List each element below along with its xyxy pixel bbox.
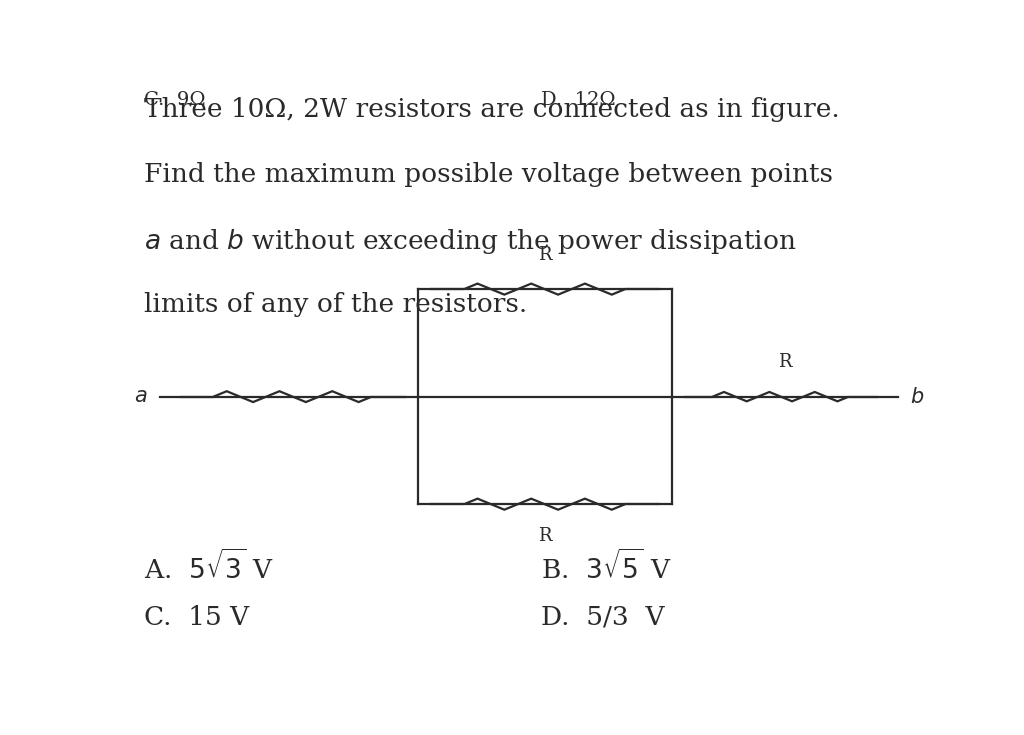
Text: R: R	[538, 245, 551, 264]
Text: $a$: $a$	[134, 387, 147, 406]
Text: R: R	[538, 527, 551, 545]
Text: A.  $5\sqrt{3}$ V: A. $5\sqrt{3}$ V	[143, 549, 274, 584]
Text: C.  9Ω: C. 9Ω	[143, 91, 206, 109]
Text: $b$: $b$	[909, 387, 924, 406]
Text: R: R	[778, 354, 792, 371]
Text: C.  15 V: C. 15 V	[143, 605, 249, 630]
Text: Find the maximum possible voltage between points: Find the maximum possible voltage betwee…	[143, 162, 833, 187]
Text: B.  $3\sqrt{5}$ V: B. $3\sqrt{5}$ V	[541, 549, 672, 584]
Text: limits of any of the resistors.: limits of any of the resistors.	[143, 292, 527, 317]
Text: D.  12Ω: D. 12Ω	[541, 91, 615, 109]
Text: Three 10Ω, 2W resistors are connected as in figure.: Three 10Ω, 2W resistors are connected as…	[143, 97, 840, 122]
Text: D.  5/3  V: D. 5/3 V	[541, 605, 665, 630]
Text: $a$ and $b$ without exceeding the power dissipation: $a$ and $b$ without exceeding the power …	[143, 227, 796, 256]
